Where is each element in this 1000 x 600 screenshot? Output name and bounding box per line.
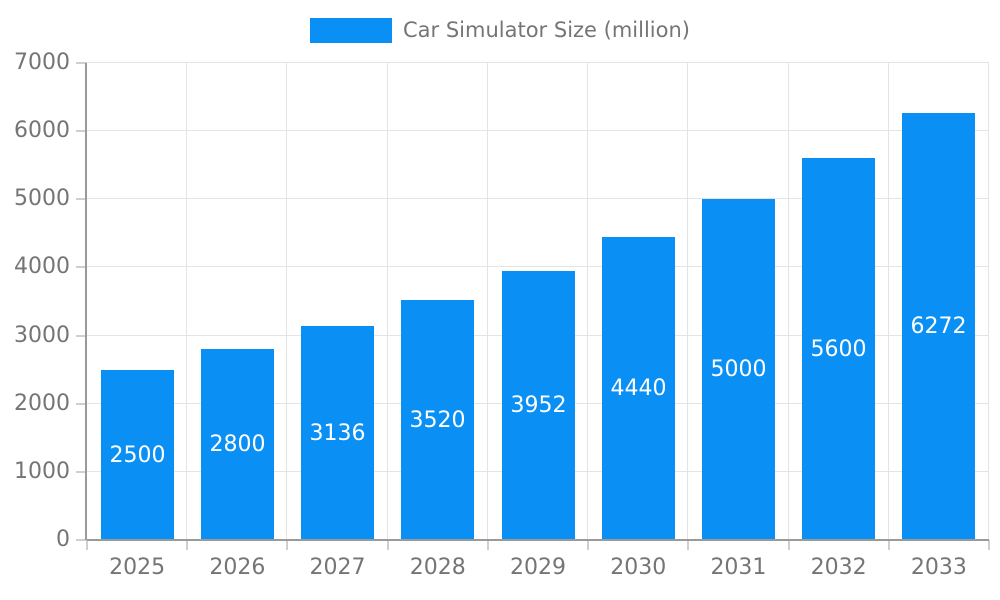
x-axis-tick	[687, 540, 689, 550]
y-axis-tick	[76, 403, 87, 405]
bar-2027[interactable]: 3136	[301, 326, 374, 540]
plot-area: 2500 2800 3136 3520 3952 4440 5000 5600 6272	[87, 62, 989, 540]
x-axis-tick	[186, 540, 188, 550]
y-axis-tick-label: 7000	[14, 50, 70, 75]
x-axis-tick-label: 2025	[109, 555, 166, 580]
y-axis-tick	[76, 62, 87, 64]
bar-value-label: 2800	[209, 432, 266, 457]
y-axis-tick-label: 2000	[14, 391, 70, 416]
gridline-horizontal	[87, 130, 989, 131]
x-axis-tick	[387, 540, 389, 550]
x-axis-tick	[788, 540, 790, 550]
y-axis-tick	[76, 471, 87, 473]
bar-value-label: 3520	[409, 407, 466, 433]
x-axis-tick-label: 2033	[910, 555, 967, 580]
gridline-horizontal	[87, 198, 989, 199]
x-axis-tick-label: 2028	[409, 555, 466, 580]
x-axis-tick-label: 2027	[309, 555, 366, 580]
gridline-vertical	[988, 63, 989, 540]
legend-series-label: Car Simulator Size (million)	[403, 18, 690, 42]
bar-2031[interactable]: 5000	[702, 199, 775, 540]
bar-value-label: 6272	[910, 314, 967, 339]
bar-2025[interactable]: 2500	[101, 370, 174, 540]
gridline-vertical	[888, 63, 889, 540]
gridline-vertical	[186, 63, 187, 540]
y-axis-tick	[76, 266, 87, 268]
x-axis-tick-label: 2030	[610, 555, 667, 580]
x-axis-tick	[286, 540, 288, 550]
bar-value-label: 5000	[710, 357, 767, 382]
y-axis-tick-label: 1000	[14, 459, 70, 484]
y-axis-line	[85, 63, 87, 540]
legend-swatch	[310, 17, 392, 43]
x-axis-line	[87, 539, 989, 541]
y-axis-tick-label: 5000	[14, 186, 70, 211]
gridline-vertical	[487, 63, 488, 540]
bar-2030[interactable]: 4440	[602, 237, 675, 540]
gridline-vertical	[387, 63, 388, 540]
bar-value-label: 5600	[810, 336, 867, 362]
bar-2033[interactable]: 6272	[902, 113, 975, 540]
x-axis-tick	[487, 540, 489, 550]
gridline-vertical	[286, 63, 287, 540]
y-axis-tick-label: 0	[56, 527, 70, 552]
bar-2026[interactable]: 2800	[201, 349, 274, 540]
bar-2028[interactable]: 3520	[401, 300, 474, 540]
bar-2032[interactable]: 5600	[802, 158, 875, 540]
y-axis-tick	[76, 539, 87, 541]
gridline-vertical	[587, 63, 588, 540]
bar-value-label: 4440	[610, 376, 667, 401]
x-axis-tick	[988, 540, 990, 550]
x-axis-tick	[888, 540, 890, 550]
y-axis-tick-label: 3000	[14, 323, 70, 348]
bar-2029[interactable]: 3952	[502, 271, 575, 540]
bar-value-label: 2500	[109, 442, 166, 468]
gridline-vertical	[788, 63, 789, 540]
x-axis-tick	[86, 540, 88, 550]
y-axis-tick	[76, 335, 87, 337]
x-axis-tick-label: 2026	[209, 555, 266, 580]
x-axis-tick	[587, 540, 589, 550]
x-axis-tick-label: 2031	[710, 555, 767, 580]
x-axis-tick-label: 2029	[509, 555, 566, 580]
gridline-horizontal	[87, 266, 989, 267]
gridline-horizontal	[87, 62, 989, 63]
chart-legend[interactable]: Car Simulator Size (million)	[0, 17, 1000, 43]
bar-value-label: 3136	[309, 420, 366, 446]
y-axis-tick	[76, 130, 87, 132]
bar-value-label: 3952	[510, 393, 567, 418]
y-axis-tick-label: 4000	[14, 254, 70, 279]
y-axis-tick	[76, 198, 87, 200]
x-axis-tick-label: 2032	[810, 555, 867, 580]
y-axis-tick-label: 6000	[14, 118, 70, 143]
gridline-vertical	[687, 63, 688, 540]
